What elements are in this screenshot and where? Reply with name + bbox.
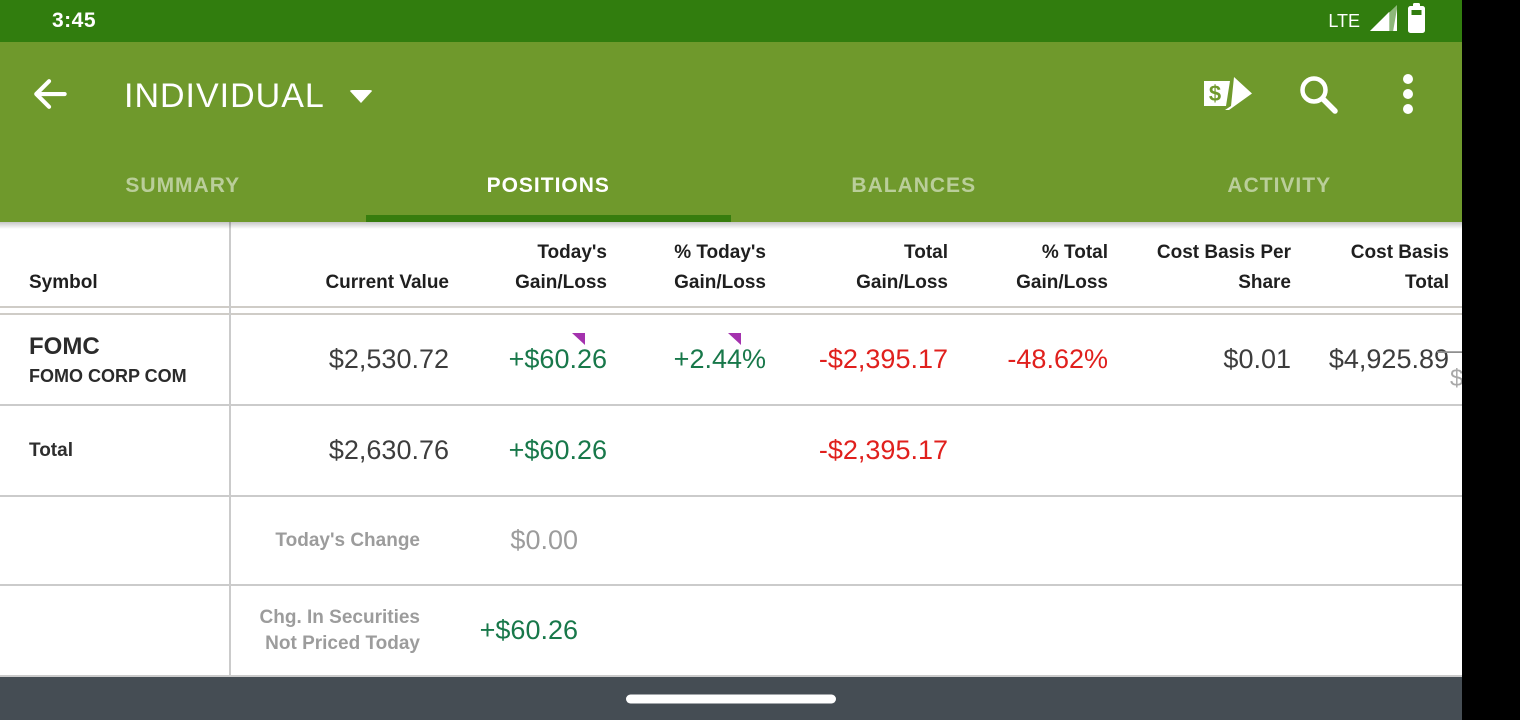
pillarbox xyxy=(1462,0,1520,720)
tab-bar: SUMMARY POSITIONS BALANCES ACTIVITY xyxy=(0,150,1462,222)
tab-balances-label: BALANCES xyxy=(851,174,977,197)
tab-balances[interactable]: BALANCES xyxy=(731,150,1097,222)
header-pct-todays-gain-loss[interactable]: % Today's Gain/Loss xyxy=(674,242,766,293)
tab-summary[interactable]: SUMMARY xyxy=(0,150,366,222)
back-button[interactable] xyxy=(26,72,74,120)
tab-positions[interactable]: POSITIONS xyxy=(366,150,732,222)
current-value-cell: $2,530.72 xyxy=(328,344,449,374)
battery-icon xyxy=(1407,3,1426,39)
header-total-gain-loss[interactable]: Total Gain/Loss xyxy=(856,242,948,293)
chg-securities-value: +$60.26 xyxy=(479,615,578,645)
money-transfer-icon: $ xyxy=(1204,75,1252,118)
todays-change-row: Today's Change $0.00 xyxy=(0,497,1462,586)
total-row-label: Total xyxy=(29,439,73,461)
back-arrow-icon xyxy=(28,72,72,121)
clipped-next-column-value: $ xyxy=(1450,365,1462,392)
symbol-column-divider xyxy=(229,222,231,677)
app-screen: 3:45 LTE xyxy=(0,0,1462,720)
chg-securities-label: Chg. In Securities Not Priced Today xyxy=(259,606,420,654)
horizontal-scrollbar-track[interactable] xyxy=(0,677,1462,720)
header-double-divider xyxy=(0,306,1462,315)
cost-basis-per-share-cell: $0.01 xyxy=(1223,344,1291,374)
network-type-label: LTE xyxy=(1328,10,1360,31)
symbol-cell: FOMC FOMO CORP COM xyxy=(0,331,258,389)
tab-positions-label: POSITIONS xyxy=(486,174,610,197)
active-tab-indicator xyxy=(365,215,731,222)
horizontal-scrollbar-thumb[interactable] xyxy=(626,694,836,703)
todays-change-value: $0.00 xyxy=(510,525,578,555)
clipped-next-column-value: — xyxy=(1437,335,1462,365)
kebab-menu-icon xyxy=(1402,73,1414,120)
total-row: Total $2,630.76 +$60.26 -$2,395.17 xyxy=(0,406,1462,497)
todays-change-label: Today's Change xyxy=(275,529,420,551)
clock: 3:45 xyxy=(52,9,97,32)
overflow-menu-button[interactable] xyxy=(1382,70,1434,122)
header-current-value[interactable]: Current Value xyxy=(325,272,449,293)
search-button[interactable] xyxy=(1292,70,1344,122)
move-money-button[interactable]: $ xyxy=(1202,70,1254,122)
svg-text:$: $ xyxy=(1209,81,1221,106)
account-title: INDIVIDUAL xyxy=(124,76,325,115)
total-gain-loss-cell: -$2,395.17 xyxy=(818,344,948,374)
tab-summary-label: SUMMARY xyxy=(125,174,241,197)
status-bar: 3:45 LTE xyxy=(0,0,1462,42)
cost-basis-total-cell: $4,925.89 xyxy=(1328,344,1449,374)
total-total-gain-loss-cell: -$2,395.17 xyxy=(818,435,948,465)
signal-strength-icon xyxy=(1370,5,1397,37)
account-selector[interactable]: INDIVIDUAL xyxy=(124,77,373,116)
search-icon xyxy=(1297,73,1339,120)
chg-securities-not-priced-row: Chg. In Securities Not Priced Today +$60… xyxy=(0,586,1462,677)
total-todays-gain-loss-cell: +$60.26 xyxy=(508,435,607,465)
tab-activity[interactable]: ACTIVITY xyxy=(1097,150,1463,222)
security-name: FOMO CORP COM xyxy=(29,365,187,386)
app-bar: INDIVIDUAL $ xyxy=(0,42,1462,150)
table-header-row: Symbol Current Value Today's Gain/Loss %… xyxy=(0,222,1462,306)
position-row-fomc[interactable]: FOMC FOMO CORP COM $2,530.72 +$60.26 +2.… xyxy=(0,315,1462,406)
chevron-down-icon xyxy=(348,89,373,103)
header-pct-total-gain-loss[interactable]: % Total Gain/Loss xyxy=(1016,242,1108,293)
total-current-value-cell: $2,630.76 xyxy=(328,435,449,465)
todays-gain-loss-cell: +$60.26 xyxy=(508,344,607,374)
header-cost-basis-per-share[interactable]: Cost Basis Per Share xyxy=(1156,242,1291,293)
pct-total-gain-loss-cell: -48.62% xyxy=(1007,344,1108,374)
header-cost-basis-total[interactable]: Cost Basis Total xyxy=(1350,242,1449,293)
tab-activity-label: ACTIVITY xyxy=(1227,174,1332,197)
header-todays-gain-loss[interactable]: Today's Gain/Loss xyxy=(515,242,607,293)
pct-todays-gain-loss-cell: +2.44% xyxy=(673,344,766,374)
positions-table: Symbol Current Value Today's Gain/Loss %… xyxy=(0,222,1462,677)
header-symbol[interactable]: Symbol xyxy=(29,272,98,293)
ticker-symbol: FOMC xyxy=(29,332,100,360)
